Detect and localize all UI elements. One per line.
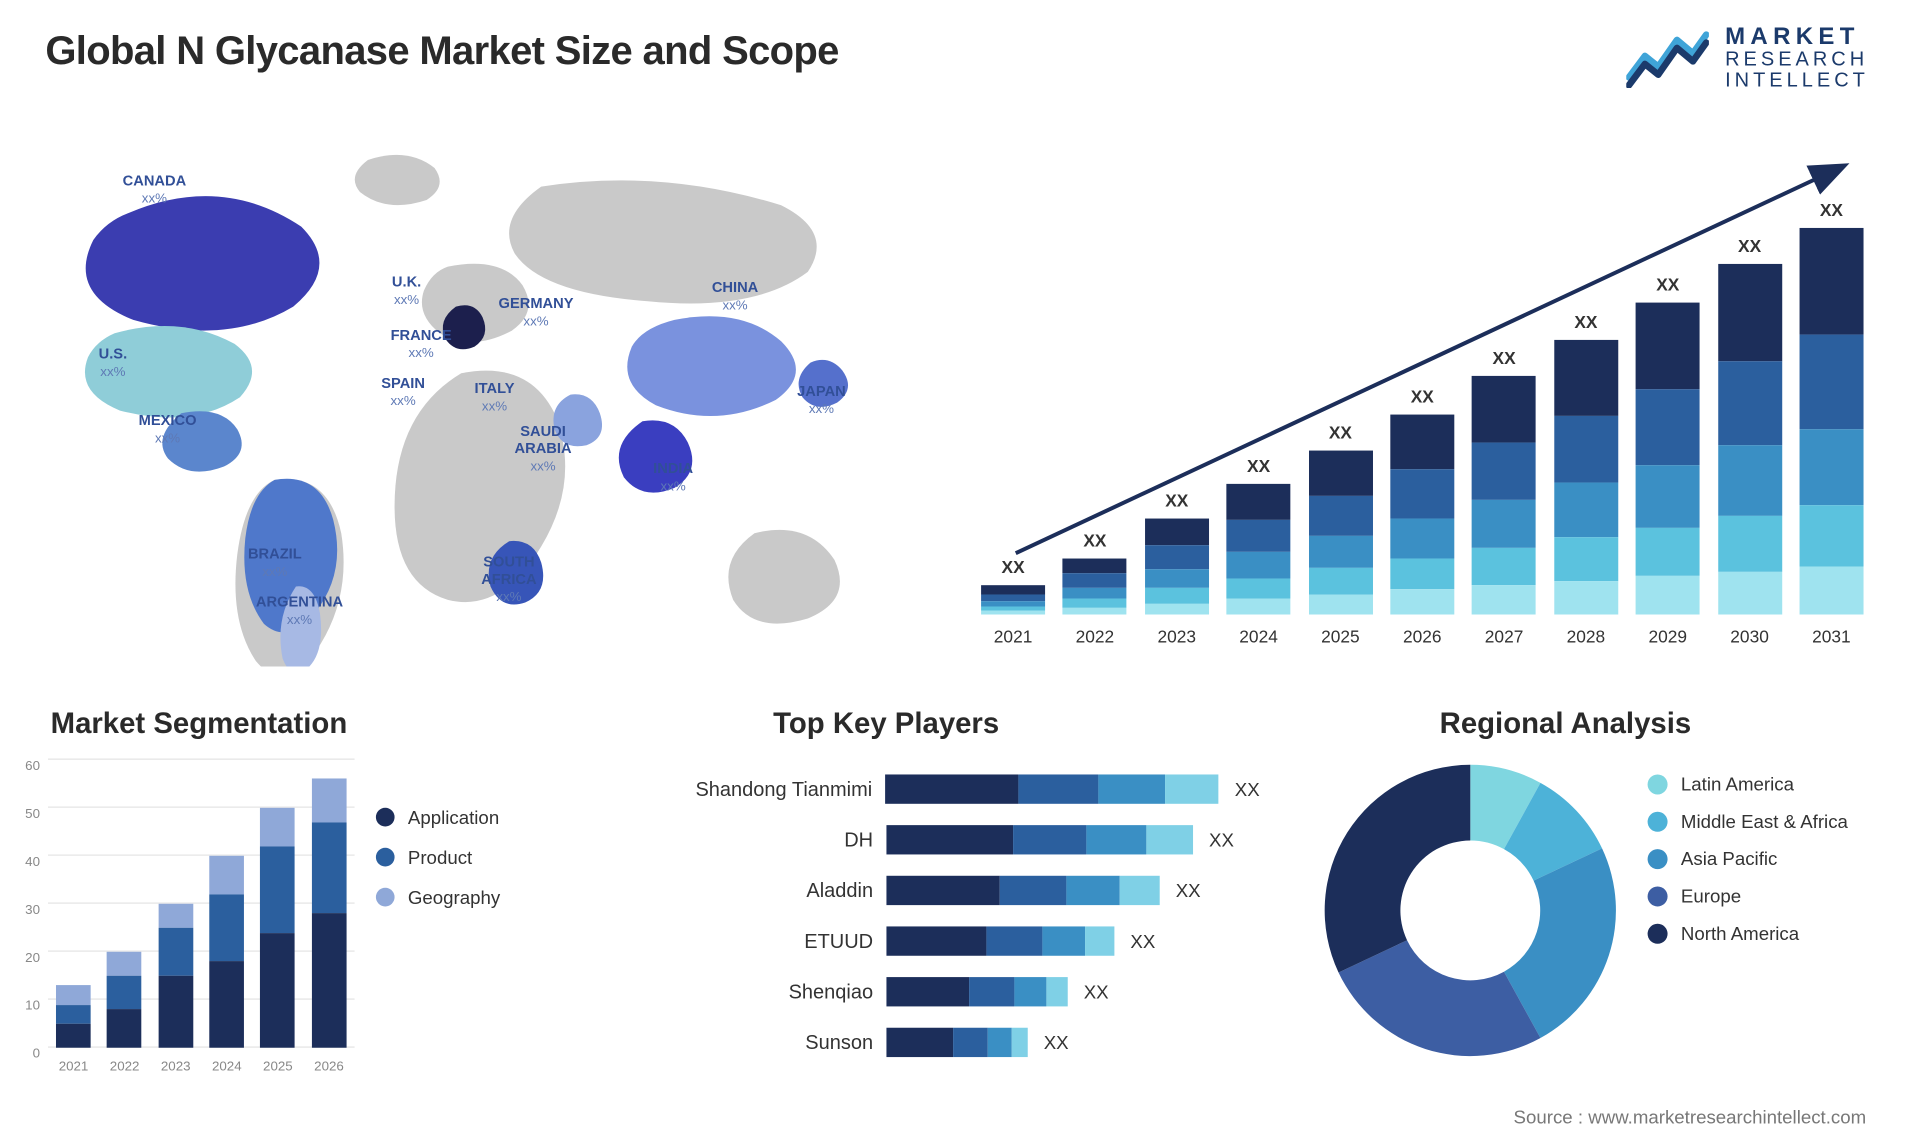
map-label: CHINAxx%	[712, 280, 758, 315]
donut-slice	[1325, 765, 1471, 973]
page-title: Global N Glycanase Market Size and Scope	[45, 29, 838, 74]
segmentation-bar	[209, 856, 244, 1048]
player-row: SunsonXX	[673, 1024, 1260, 1061]
logo-text-2: RESEARCH	[1725, 49, 1869, 70]
map-label: ITALYxx%	[475, 381, 515, 416]
growth-bar: XX	[1712, 236, 1787, 614]
segmentation-legend: Application Product Geography	[376, 806, 500, 926]
regional-title: Regional Analysis	[1440, 706, 1692, 741]
regional-donut-chart	[1317, 757, 1624, 1064]
growth-bar: XX	[1630, 275, 1705, 615]
map-label: U.S.xx%	[99, 347, 128, 382]
player-row: ETUUDXX	[673, 922, 1260, 959]
legend-item: Asia Pacific	[1648, 848, 1848, 869]
legend-item: Middle East & Africa	[1648, 810, 1848, 831]
legend-item: Europe	[1648, 885, 1848, 906]
logo-text-1: MARKET	[1725, 24, 1869, 49]
world-map: CANADAxx% U.S.xx% MEXICOxx% BRAZILxx% ARGENT…	[35, 133, 915, 666]
map-label: CANADAxx%	[123, 173, 187, 208]
legend-item: Product	[376, 846, 500, 867]
logo-text-3: INTELLECT	[1725, 70, 1869, 91]
growth-bar: XX	[1794, 200, 1869, 615]
map-label: JAPANxx%	[797, 384, 846, 419]
segmentation-bar	[56, 985, 91, 1047]
growth-bar: XX	[1139, 490, 1214, 614]
segmentation-chart: 0102030405060 202120222023202420252026	[8, 760, 355, 1080]
map-label: MEXICOxx%	[139, 413, 197, 448]
map-label: ARGENTINAxx%	[256, 595, 343, 630]
growth-bar: XX	[1221, 456, 1296, 614]
growth-bar: XX	[1058, 530, 1133, 615]
legend-item: Application	[376, 806, 500, 827]
growth-bar-chart: XXXXXXXXXXXXXXXXXXXXXX 20212022202320242…	[976, 140, 1869, 647]
player-row: ShenqiaoXX	[673, 973, 1260, 1010]
players-chart: Shandong TianmimiXX DHXX AladdinXX ETUUDXX S…	[673, 770, 1260, 1074]
growth-bar: XX	[976, 557, 1051, 614]
map-label: GERMANYxx%	[499, 296, 574, 331]
source-label: Source : www.marketresearchintellect.com	[1514, 1106, 1867, 1127]
map-label: SOUTHAFRICAxx%	[481, 555, 536, 608]
map-label: SPAINxx%	[381, 376, 425, 411]
regional-legend: Latin America Middle East & Africa Asia Pa…	[1648, 773, 1848, 960]
brand-logo: MARKET RESEARCH INTELLECT	[1626, 24, 1868, 91]
map-label: BRAZILxx%	[248, 547, 302, 582]
growth-bar: XX	[1467, 349, 1542, 615]
segmentation-bar	[158, 904, 193, 1048]
growth-bar: XX	[1549, 312, 1624, 614]
map-label: INDIAxx%	[653, 461, 693, 496]
player-row: AladdinXX	[673, 872, 1260, 909]
map-label: SAUDIARABIAxx%	[515, 424, 572, 477]
segmentation-bar	[312, 779, 347, 1048]
players-title: Top Key Players	[773, 706, 999, 741]
legend-item: North America	[1648, 922, 1848, 943]
growth-bar: XX	[1385, 386, 1460, 615]
legend-item: Geography	[376, 886, 500, 907]
map-label: U.K.xx%	[392, 275, 421, 310]
map-label: FRANCExx%	[391, 328, 452, 363]
segmentation-title: Market Segmentation	[51, 706, 348, 741]
legend-item: Latin America	[1648, 773, 1848, 794]
segmentation-bar	[107, 952, 142, 1048]
player-row: DHXX	[673, 821, 1260, 858]
logo-mark-icon	[1626, 27, 1709, 88]
growth-bar: XX	[1303, 422, 1378, 614]
segmentation-bar	[261, 808, 296, 1048]
player-row: Shandong TianmimiXX	[673, 770, 1260, 807]
